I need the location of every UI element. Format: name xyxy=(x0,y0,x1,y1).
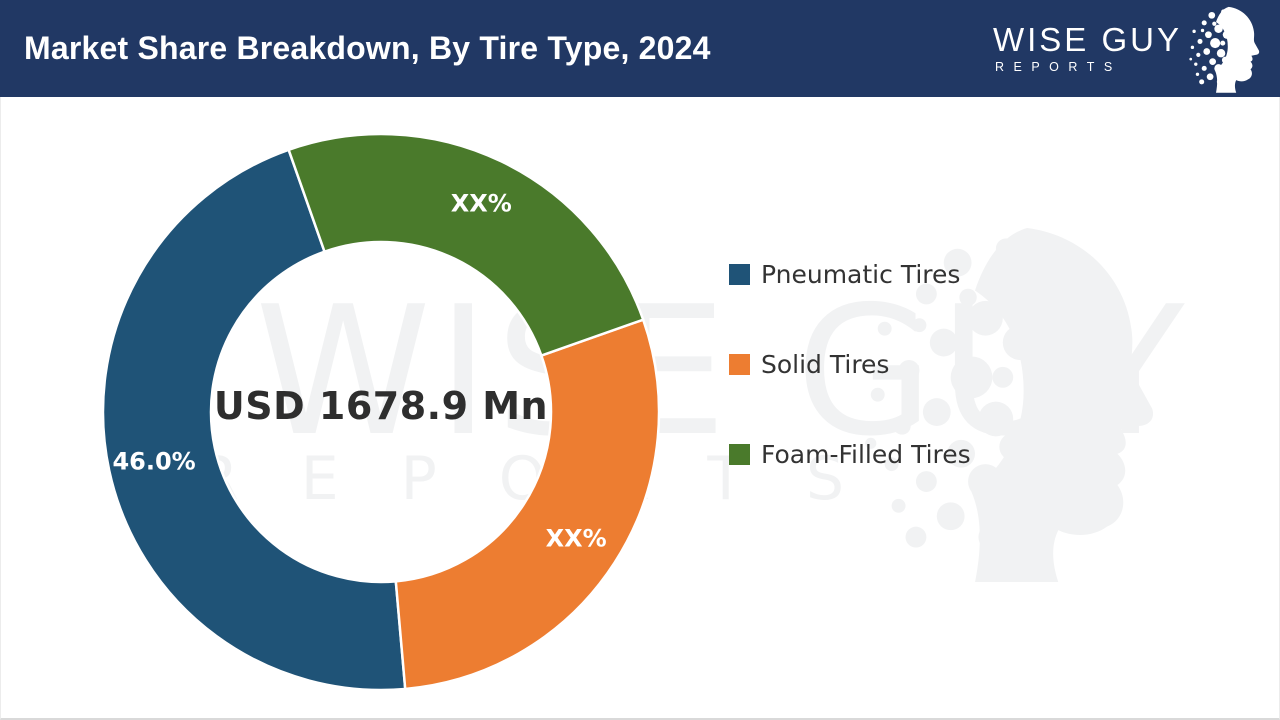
brain-dot xyxy=(959,288,977,307)
brain-dot xyxy=(1208,11,1216,19)
brain-dot xyxy=(1220,40,1226,46)
brain-dot xyxy=(1199,78,1205,84)
brain-dot xyxy=(893,417,911,435)
donut-segment-pneumatic-tires xyxy=(101,148,407,692)
donut-segment-foam-filled-tires xyxy=(287,132,645,357)
brain-dot xyxy=(1195,72,1200,76)
legend-swatch-icon xyxy=(729,264,750,285)
donut-chart: 46.0% XX% XX% xyxy=(101,132,661,692)
brain-dot xyxy=(1025,538,1043,557)
brain-dot xyxy=(884,457,899,472)
slice-label-foam-filled-tires: XX% xyxy=(451,189,512,217)
brain-dot xyxy=(1206,72,1214,80)
brain-dot xyxy=(1194,61,1198,66)
brain-dot xyxy=(912,318,927,333)
brain-dot xyxy=(1209,57,1216,65)
brain-dot xyxy=(1205,30,1212,38)
brain-dot xyxy=(943,248,972,277)
brain-dot xyxy=(915,471,937,492)
brain-dot xyxy=(865,437,877,449)
brain-dot xyxy=(1228,81,1233,86)
brain-dot xyxy=(947,439,976,468)
brain-dot xyxy=(1013,484,1035,506)
brain-dot xyxy=(1190,45,1195,49)
brain-dot xyxy=(978,401,1014,437)
logo-text: WISE GUY REPORTS xyxy=(993,23,1182,74)
chart-area: WISE GUY REPORTS 46.0%XX%XX% USD 1678.9 … xyxy=(0,97,1280,720)
brain-dot xyxy=(1216,48,1226,57)
brain-dot xyxy=(922,398,951,426)
brain-dot xyxy=(992,366,1014,388)
brain-dot xyxy=(1192,29,1196,33)
brain-dot xyxy=(1197,38,1203,44)
legend-item-solid-tires: Solid Tires xyxy=(729,349,971,379)
brain-dot xyxy=(1200,28,1205,32)
brain-dot xyxy=(1221,8,1227,14)
brain-dot xyxy=(999,432,1028,461)
brain-dot xyxy=(915,283,937,305)
brain-dot xyxy=(950,356,993,399)
logo-head-profile-icon xyxy=(1189,6,1260,93)
donut-segment-solid-tires xyxy=(394,318,661,691)
logo-brand-text: WISE GUY xyxy=(992,21,1182,58)
brain-dot xyxy=(1196,52,1201,57)
brain-dot xyxy=(999,523,1021,545)
brain-dot xyxy=(1225,68,1231,74)
legend-label: Pneumatic Tires xyxy=(761,259,961,289)
brain-dot xyxy=(936,502,965,531)
brain-dot xyxy=(999,273,1028,301)
slice-label-pneumatic-tires: 46.0% xyxy=(112,448,195,476)
brain-dot xyxy=(929,328,958,357)
brain-dot xyxy=(968,464,1003,499)
brain-dot xyxy=(995,238,1017,260)
brain-dot xyxy=(968,300,1003,336)
brain-dot xyxy=(1002,325,1038,360)
brain-dot xyxy=(1201,65,1207,71)
brain-dot xyxy=(978,523,1007,551)
brain-dot xyxy=(905,526,927,548)
brain-dot xyxy=(1210,37,1221,48)
legend-swatch-icon xyxy=(729,444,750,465)
legend-label: Foam-Filled Tires xyxy=(761,439,971,469)
wise-guy-reports-logo: WISE GUY REPORTS xyxy=(993,5,1264,93)
slice-label-solid-tires: XX% xyxy=(546,524,607,552)
brain-dot xyxy=(1221,17,1229,25)
watermark-head-profile-icon xyxy=(865,227,1154,583)
brain-dot xyxy=(1221,56,1229,63)
brain-dot xyxy=(1214,24,1223,33)
brain-dot xyxy=(1212,21,1217,26)
brain-dot xyxy=(1201,19,1207,25)
legend-item-foam-filled-tires: Foam-Filled Tires xyxy=(729,439,971,469)
brain-dot xyxy=(1203,47,1211,55)
brain-dot xyxy=(1189,57,1193,60)
header-bar: Market Share Breakdown, By Tire Type, 20… xyxy=(0,0,1280,97)
brain-dot xyxy=(870,387,885,402)
brain-dot xyxy=(891,498,906,513)
legend-swatch-icon xyxy=(729,354,750,375)
brain-dot xyxy=(1222,29,1232,39)
brain-dot xyxy=(877,321,892,336)
legend-label: Solid Tires xyxy=(761,349,890,379)
donut-center-value: USD 1678.9 Mn xyxy=(213,384,549,428)
brain-dot xyxy=(1221,77,1227,84)
brain-dot xyxy=(1216,77,1224,85)
brain-dot xyxy=(898,359,920,381)
logo-sub-text: REPORTS xyxy=(994,60,1122,74)
page-title: Market Share Breakdown, By Tire Type, 20… xyxy=(24,30,711,66)
legend-item-pneumatic-tires: Pneumatic Tires xyxy=(729,259,971,289)
brain-dot xyxy=(1214,63,1223,73)
legend: Pneumatic Tires Solid Tires Foam-Filled … xyxy=(729,260,971,530)
